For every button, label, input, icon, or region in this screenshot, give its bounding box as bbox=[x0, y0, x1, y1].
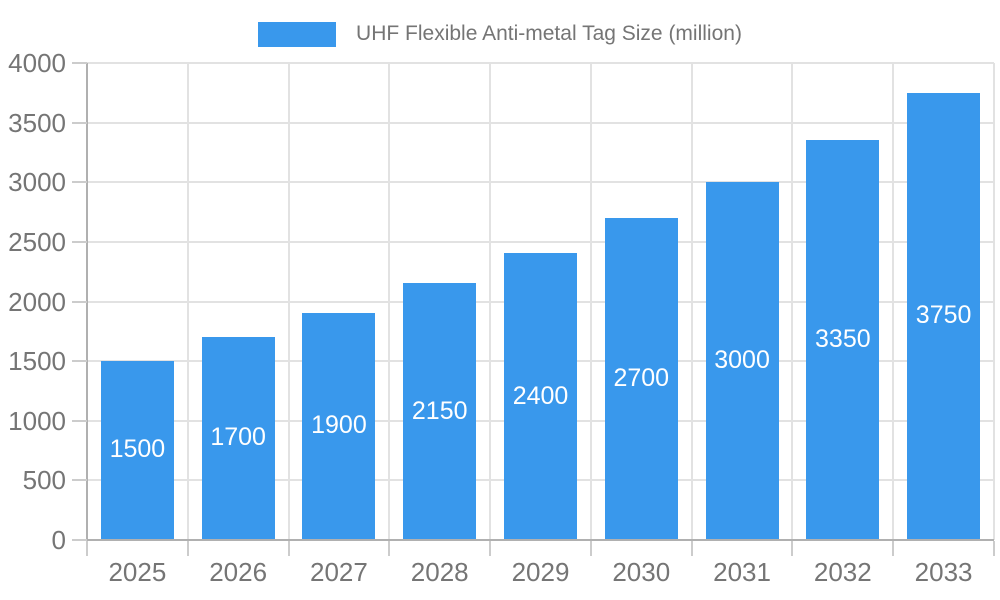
y-tick bbox=[72, 240, 87, 243]
bar-value-label: 3000 bbox=[714, 346, 770, 374]
y-tick-label: 500 bbox=[22, 465, 66, 496]
bar-value-label: 1500 bbox=[109, 435, 166, 464]
y-tick-label: 3000 bbox=[8, 167, 66, 198]
v-gridline bbox=[287, 63, 290, 540]
y-axis-line bbox=[86, 63, 88, 541]
y-tick-label: 1500 bbox=[8, 346, 66, 377]
bar[interactable]: 1500 bbox=[100, 360, 174, 539]
x-tick bbox=[993, 541, 995, 556]
y-tick-label: 2500 bbox=[8, 226, 66, 257]
x-axis-label: 2032 bbox=[813, 557, 872, 587]
bar-value-label: 2700 bbox=[613, 363, 670, 392]
bar-value-label: 2400 bbox=[512, 381, 569, 410]
x-tick bbox=[892, 541, 895, 556]
y-tick bbox=[72, 360, 87, 363]
bar-value-label: 3350 bbox=[815, 325, 871, 354]
bar-value-label: 3750 bbox=[915, 301, 972, 330]
x-tick bbox=[287, 541, 290, 556]
v-gridline bbox=[791, 63, 794, 540]
x-tick bbox=[86, 541, 88, 556]
x-axis-label: 2030 bbox=[612, 557, 671, 587]
legend-label: UHF Flexible Anti-metal Tag Size (millio… bbox=[356, 22, 742, 45]
legend-swatch bbox=[258, 21, 337, 47]
y-tick bbox=[72, 181, 87, 184]
v-gridline bbox=[589, 63, 592, 540]
bar[interactable]: 1700 bbox=[201, 336, 275, 539]
bar-value-label: 1700 bbox=[210, 423, 266, 452]
y-tick bbox=[72, 121, 87, 124]
y-tick-label: 1000 bbox=[8, 405, 66, 436]
bar[interactable]: 1900 bbox=[302, 312, 376, 539]
x-tick bbox=[186, 541, 189, 556]
y-tick-label: 0 bbox=[51, 525, 66, 555]
y-tick-label: 4000 bbox=[8, 48, 66, 78]
y-tick-label: 3500 bbox=[8, 107, 66, 138]
x-axis-label: 2028 bbox=[410, 557, 469, 587]
bar-value-label: 1900 bbox=[311, 411, 367, 440]
x-axis-label: 2025 bbox=[108, 557, 167, 587]
y-tick bbox=[72, 539, 87, 541]
x-axis-line bbox=[87, 539, 994, 541]
v-gridline bbox=[892, 63, 895, 540]
bar[interactable]: 3000 bbox=[705, 182, 779, 539]
x-tick bbox=[690, 541, 693, 556]
bar[interactable]: 3750 bbox=[907, 92, 981, 539]
y-tick-label: 2000 bbox=[8, 286, 66, 317]
h-gridline bbox=[87, 121, 994, 124]
h-gridline bbox=[87, 62, 994, 64]
x-axis-label: 2031 bbox=[713, 557, 771, 587]
y-tick bbox=[72, 62, 87, 64]
v-gridline bbox=[186, 63, 189, 540]
x-axis-label: 2027 bbox=[310, 557, 368, 587]
x-axis-label: 2033 bbox=[914, 557, 973, 587]
v-gridline bbox=[489, 63, 492, 540]
v-gridline bbox=[690, 63, 693, 540]
legend[interactable]: UHF Flexible Anti-metal Tag Size (millio… bbox=[0, 19, 1000, 49]
x-tick bbox=[589, 541, 592, 556]
h-gridline bbox=[87, 240, 994, 243]
x-tick bbox=[791, 541, 794, 556]
bar[interactable]: 2400 bbox=[504, 253, 577, 539]
x-axis-label: 2029 bbox=[511, 557, 570, 587]
bar[interactable]: 3350 bbox=[806, 140, 880, 539]
x-tick bbox=[388, 541, 391, 556]
bar[interactable]: 2700 bbox=[604, 217, 678, 539]
v-gridline bbox=[993, 63, 995, 540]
y-tick bbox=[72, 479, 87, 482]
x-tick bbox=[489, 541, 492, 556]
y-tick bbox=[72, 419, 87, 422]
y-tick bbox=[72, 300, 87, 303]
x-axis-label: 2026 bbox=[209, 557, 268, 587]
bar-value-label: 2150 bbox=[411, 396, 468, 425]
v-gridline bbox=[388, 63, 391, 540]
bar[interactable]: 2150 bbox=[403, 283, 477, 539]
h-gridline bbox=[87, 181, 994, 184]
